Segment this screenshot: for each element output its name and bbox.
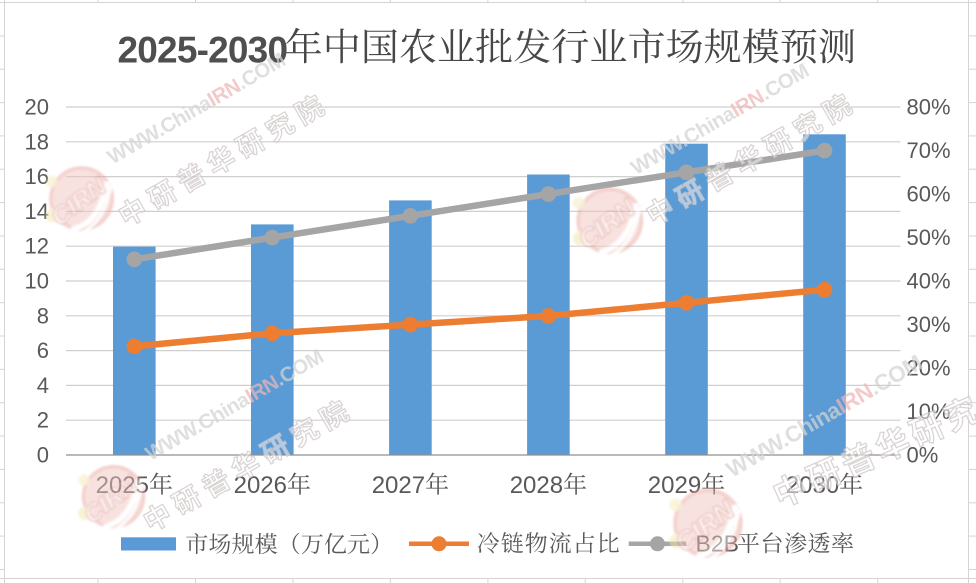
svg-text:4: 4 [37,373,49,398]
svg-text:2028: 2028 [510,472,563,499]
svg-text:2025-2030: 2025-2030 [118,29,288,70]
svg-text:80%: 80% [907,95,951,120]
svg-text:20%: 20% [907,356,951,381]
svg-text:30%: 30% [907,312,951,337]
svg-text:18: 18 [25,129,49,154]
svg-text:20: 20 [25,95,49,120]
svg-text:12: 12 [25,234,49,259]
svg-text:0: 0 [37,443,49,468]
svg-text:2: 2 [37,408,49,433]
svg-text:70%: 70% [907,138,951,163]
svg-text:14: 14 [25,199,49,224]
svg-text:2027: 2027 [372,472,425,499]
svg-text:16: 16 [25,164,49,189]
svg-text:8: 8 [37,303,49,328]
svg-text:6: 6 [37,338,49,363]
svg-text:10: 10 [25,269,49,294]
svg-text:60%: 60% [907,182,951,207]
svg-text:40%: 40% [907,269,951,294]
svg-text:50%: 50% [907,225,951,250]
